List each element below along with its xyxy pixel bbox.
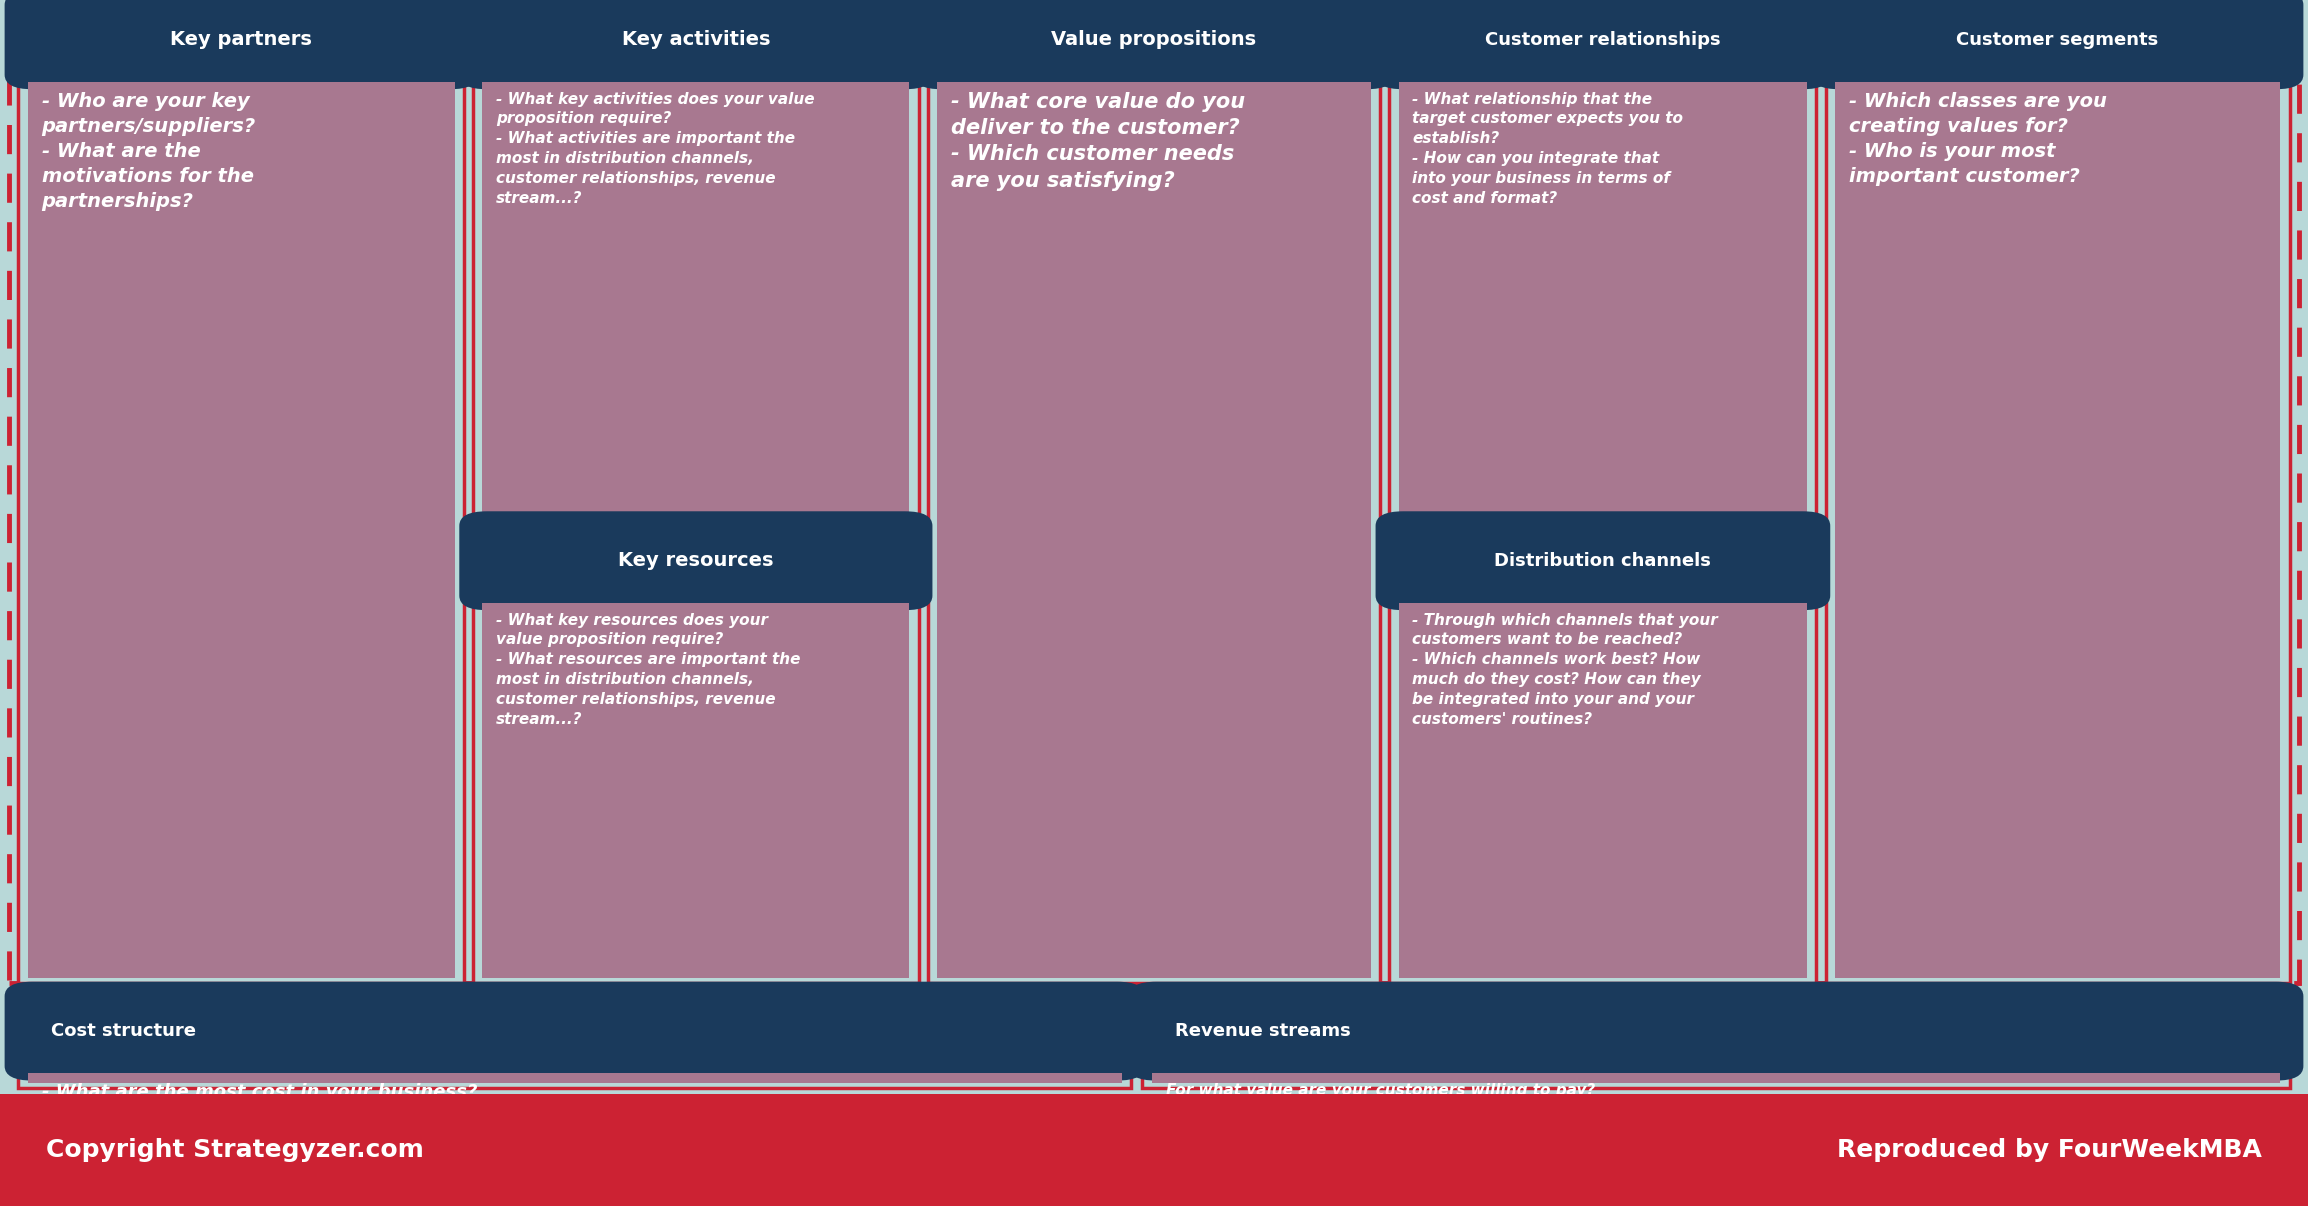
Bar: [1835, 82, 2280, 978]
Bar: [937, 82, 1371, 978]
Text: Distribution channels: Distribution channels: [1496, 551, 1710, 569]
Bar: [9, 0, 2299, 983]
Text: Reproduced by FourWeekMBA: Reproduced by FourWeekMBA: [1837, 1138, 2262, 1161]
FancyBboxPatch shape: [5, 982, 1145, 1081]
FancyBboxPatch shape: [1376, 511, 1830, 610]
Text: Key resources: Key resources: [619, 551, 773, 570]
Bar: [0, 1094, 2308, 1206]
FancyBboxPatch shape: [459, 0, 932, 89]
Text: Value propositions: Value propositions: [1052, 30, 1256, 49]
Text: Copyright Strategyzer.com: Copyright Strategyzer.com: [46, 1138, 425, 1161]
Bar: [473, 521, 919, 983]
FancyBboxPatch shape: [5, 0, 478, 89]
Text: - Through which channels that your
customers want to be reached?
- Which channel: - Through which channels that your custo…: [1412, 613, 1717, 726]
Bar: [18, 991, 1131, 1088]
FancyBboxPatch shape: [914, 0, 1394, 89]
Text: - Which classes are you
creating values for?
- Who is your most
important custom: - Which classes are you creating values …: [1849, 92, 2107, 186]
Bar: [1389, 521, 1816, 983]
FancyBboxPatch shape: [1376, 0, 1830, 89]
Text: Customer relationships: Customer relationships: [1484, 31, 1722, 48]
Text: - Who are your key
partners/suppliers?
- What are the
motivations for the
partne: - Who are your key partners/suppliers? -…: [42, 92, 256, 211]
Bar: [1142, 991, 2290, 1088]
Text: Revenue streams: Revenue streams: [1175, 1023, 1350, 1040]
Text: Key activities: Key activities: [621, 30, 771, 49]
Bar: [928, 0, 1380, 983]
Text: - What key activities does your value
proposition require?
- What activities are: - What key activities does your value pr…: [496, 92, 815, 206]
Bar: [482, 603, 909, 978]
Text: - What key resources does your
value proposition require?
- What resources are i: - What key resources does your value pro…: [496, 613, 801, 726]
Bar: [18, 0, 464, 983]
Text: Key partners: Key partners: [171, 30, 312, 49]
Bar: [1826, 0, 2290, 983]
Bar: [28, 82, 455, 978]
Bar: [482, 82, 909, 516]
Text: Customer segments: Customer segments: [1957, 31, 2158, 48]
Text: - What are the most cost in your business?
- Which key resources/ activities are: - What are the most cost in your busines…: [42, 1083, 586, 1124]
Bar: [1399, 603, 1807, 978]
FancyBboxPatch shape: [1129, 982, 2303, 1081]
Bar: [28, 1073, 1122, 1083]
FancyBboxPatch shape: [1812, 0, 2303, 89]
FancyBboxPatch shape: [459, 511, 932, 610]
Text: - What relationship that the
target customer expects you to
establish?
- How can: - What relationship that the target cust…: [1412, 92, 1683, 206]
Bar: [473, 0, 919, 521]
Text: - What core value do you
deliver to the customer?
- Which customer needs
are you: - What core value do you deliver to the …: [951, 92, 1244, 191]
Text: For what value are your customers willing to pay?
What and how do they recently : For what value are your customers willin…: [1166, 1083, 1805, 1137]
Text: Cost structure: Cost structure: [51, 1023, 196, 1040]
Bar: [1399, 82, 1807, 516]
Bar: [1152, 1073, 2280, 1083]
Bar: [1389, 0, 1816, 521]
